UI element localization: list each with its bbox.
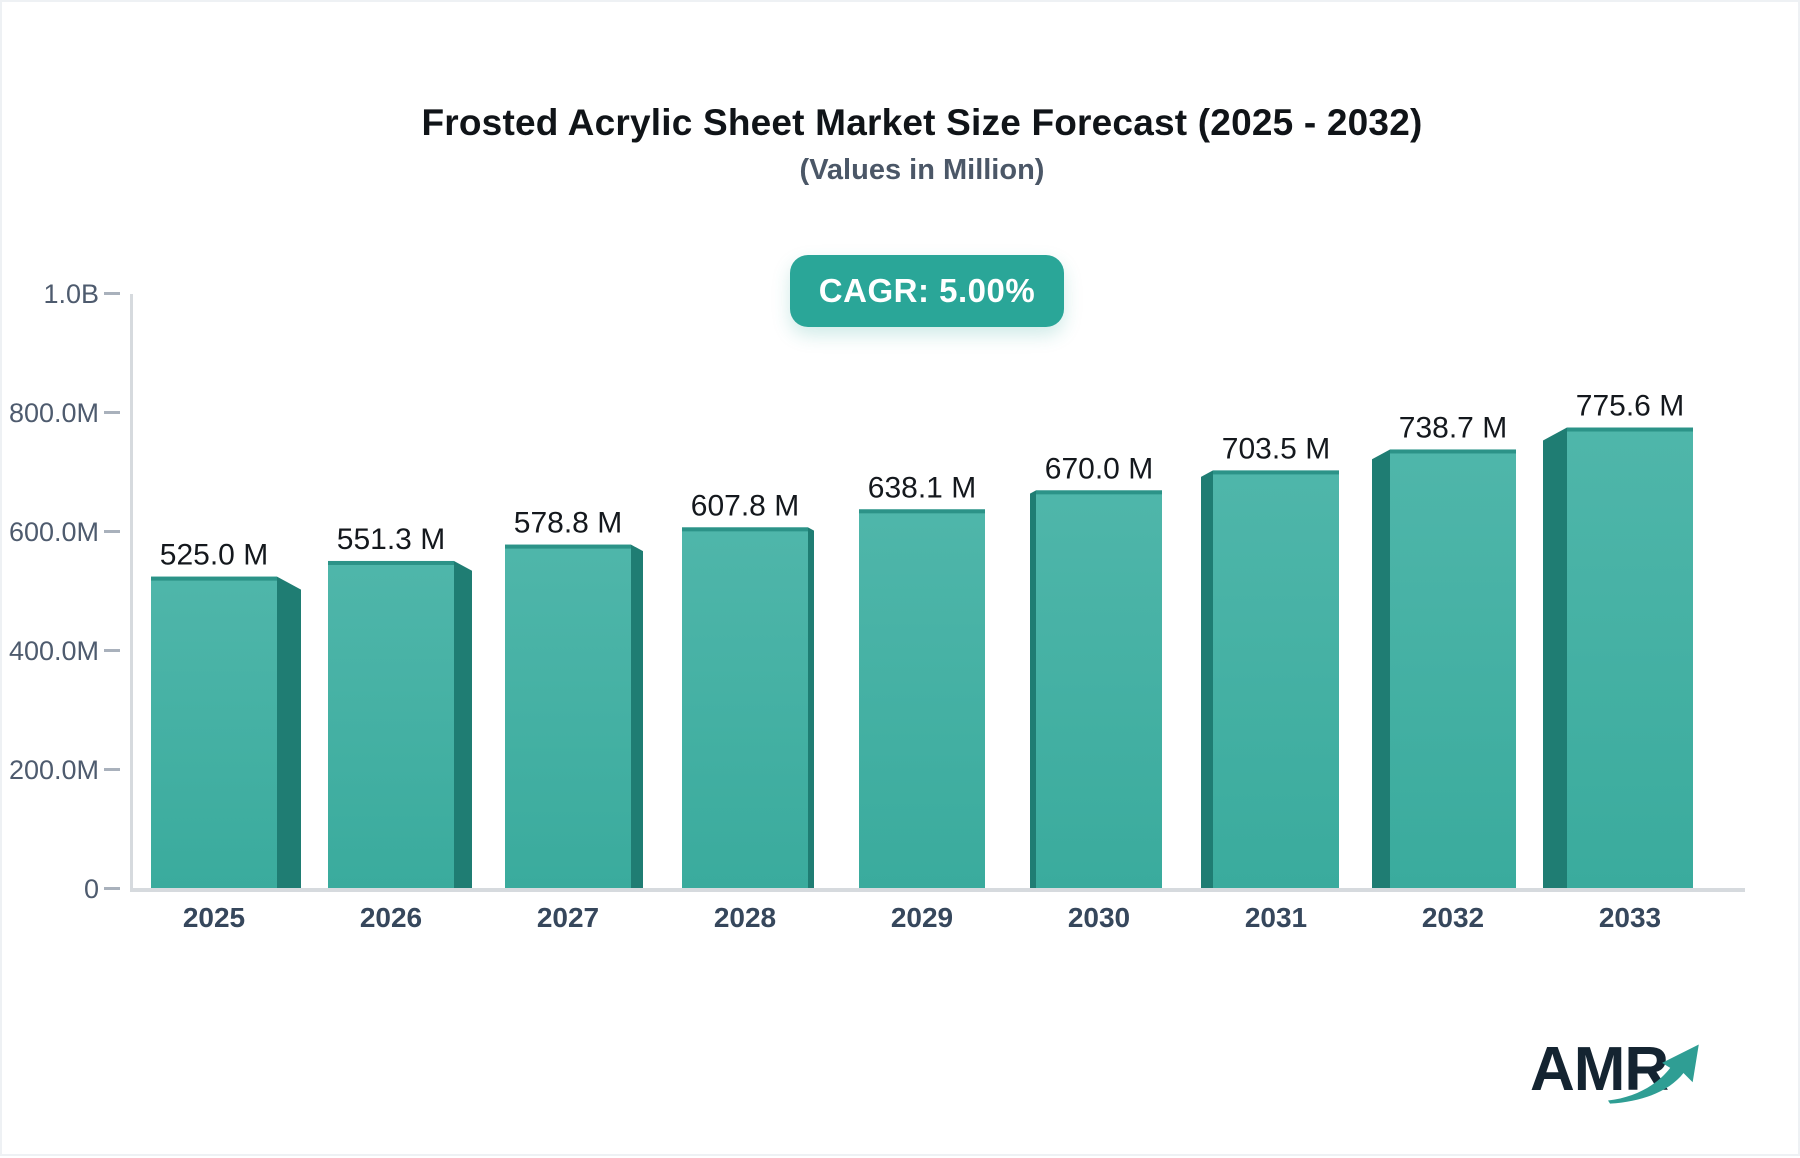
bar-top-edge: [151, 576, 277, 581]
bar-side-face: [1030, 490, 1036, 889]
y-axis-tick: [104, 768, 120, 771]
y-axis-line: [130, 294, 133, 892]
bar: [328, 560, 454, 889]
x-axis-category-label: 2030: [1068, 902, 1130, 933]
bar: [1213, 470, 1339, 889]
bar-group-2028: 607.8 M 2028: [682, 489, 814, 933]
bar-value-label: 551.3 M: [337, 523, 445, 556]
y-axis-tick: [104, 530, 120, 533]
bar: [505, 544, 631, 889]
bar-side-face: [808, 527, 814, 889]
bar-side-face: [1201, 470, 1213, 889]
amr-logo: AMR: [1530, 1034, 1710, 1114]
bar-value-label: 607.8 M: [691, 489, 799, 522]
x-axis-category-label: 2027: [537, 902, 599, 933]
bar: [1567, 427, 1693, 889]
bar: [1036, 490, 1162, 889]
bar-top-edge: [505, 544, 631, 549]
x-axis-line: [130, 888, 1745, 892]
x-axis-category-label: 2031: [1245, 902, 1307, 933]
y-axis-tick: [104, 887, 120, 890]
y-axis-tick: [104, 411, 120, 414]
bar-top-edge: [1567, 427, 1693, 432]
bar-value-label: 525.0 M: [160, 539, 268, 572]
bar-group-2029: 638.1 M 2029: [859, 471, 985, 933]
x-axis-category-label: 2026: [360, 902, 422, 933]
y-axis-tick-label: 800.0M: [9, 398, 99, 428]
bar-group-2030: 670.0 M 2030: [1030, 452, 1162, 933]
growth-arrow-icon: [1608, 1044, 1699, 1104]
y-axis-tick: [104, 292, 120, 295]
bar-value-label: 775.6 M: [1576, 390, 1684, 423]
bar-value-label: 638.1 M: [868, 471, 976, 504]
bar-top-edge: [859, 509, 985, 514]
bar-top-edge: [328, 560, 454, 565]
x-axis-category-label: 2029: [891, 902, 953, 933]
bar-group-2031: 703.5 M 2031: [1201, 432, 1339, 933]
bar-value-label: 703.5 M: [1222, 432, 1330, 465]
bar-group-2033: 775.6 M 2033: [1543, 390, 1693, 933]
bar-group-2032: 738.7 M 2032: [1372, 411, 1516, 933]
bar-group-2025: 525.0 M 2025: [151, 539, 301, 933]
y-axis-tick-label: 600.0M: [9, 517, 99, 547]
bar-top-edge: [1036, 490, 1162, 495]
bar-value-label: 578.8 M: [514, 507, 622, 540]
y-axis-tick: [104, 649, 120, 652]
bar-group-2026: 551.3 M 2026: [328, 523, 472, 933]
bar: [151, 576, 277, 889]
x-axis-category-label: 2033: [1599, 902, 1661, 933]
bar-side-face: [1543, 427, 1567, 889]
x-axis-category-label: 2028: [714, 902, 776, 933]
y-axis-tick-label: 1.0B: [43, 279, 99, 309]
bar-side-face: [631, 544, 643, 889]
bar-value-label: 738.7 M: [1399, 411, 1507, 444]
cagr-badge: CAGR: 5.00%: [790, 255, 1064, 327]
x-axis-category-label: 2032: [1422, 902, 1484, 933]
bar-side-face: [454, 560, 472, 889]
bar: [682, 527, 808, 889]
x-axis-category-label: 2025: [183, 902, 245, 933]
y-axis-tick-label: 200.0M: [9, 755, 99, 785]
bar-top-edge: [682, 527, 808, 532]
bar-top-edge: [1213, 470, 1339, 475]
bar: [1390, 449, 1516, 889]
y-axis-tick-label: 0: [84, 874, 99, 904]
chart-title: Frosted Acrylic Sheet Market Size Foreca…: [421, 102, 1423, 143]
bar-top-edge: [1390, 449, 1516, 454]
bar: [859, 509, 985, 889]
bar-side-face: [1372, 449, 1390, 889]
bar-group-2027: 578.8 M 2027: [505, 507, 643, 933]
y-axis-tick-label: 400.0M: [9, 636, 99, 666]
bar-side-face: [277, 576, 301, 889]
bar-value-label: 670.0 M: [1045, 452, 1153, 485]
chart-subtitle: (Values in Million): [799, 154, 1045, 186]
